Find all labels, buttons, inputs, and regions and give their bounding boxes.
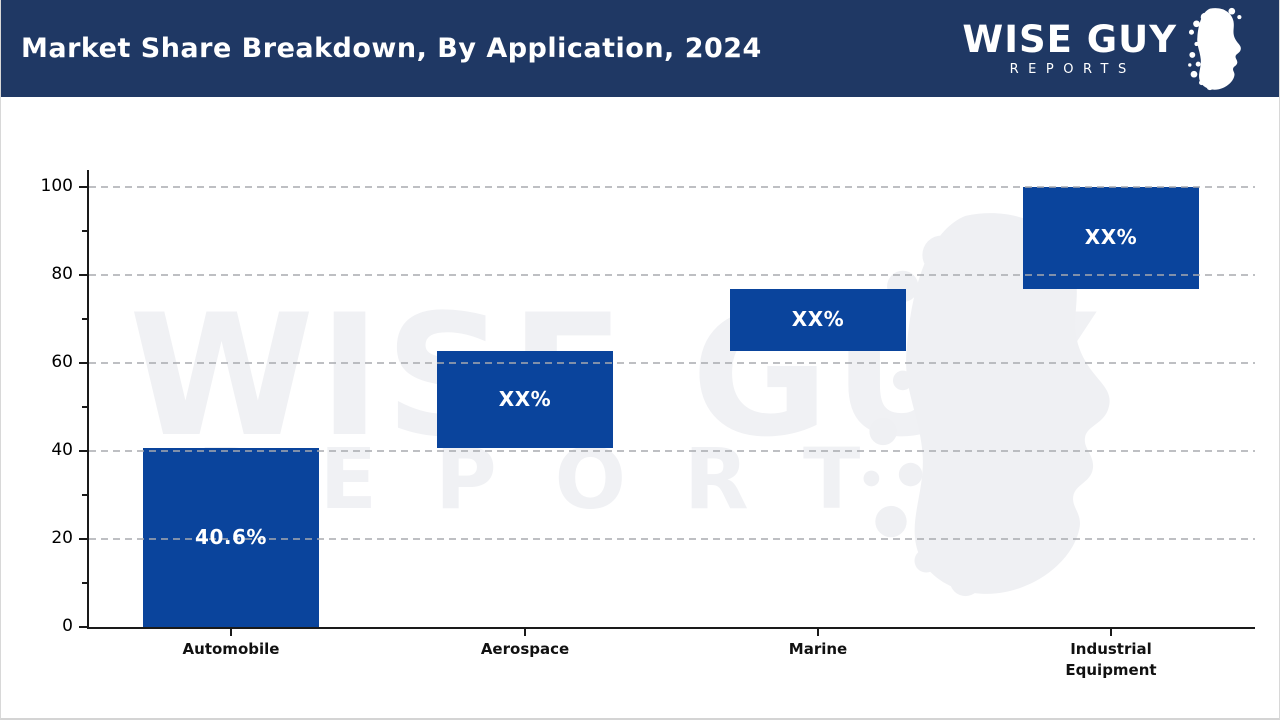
y-axis-minor-tick	[82, 230, 87, 232]
y-axis-tick-label: 100	[40, 176, 73, 196]
y-axis-tick-label: 40	[51, 440, 73, 460]
x-axis-tick	[817, 629, 819, 636]
bar-segment	[1023, 187, 1199, 289]
watermark-face-icon	[863, 211, 1113, 597]
y-axis-minor-tick	[82, 318, 87, 320]
bar-value-label: 40.6%	[195, 524, 267, 549]
x-axis-category-label: Industrial Equipment	[1065, 640, 1157, 679]
x-axis-line	[87, 627, 1255, 629]
gridline	[89, 186, 1255, 188]
y-axis-tick-label: 60	[51, 352, 73, 372]
logo-face-icon	[1188, 7, 1242, 90]
y-axis-line	[87, 170, 89, 629]
page-title: Market Share Breakdown, By Application, …	[21, 33, 762, 64]
brand-name: WISE GUY	[962, 17, 1177, 61]
brand-logo: WISE GUY REPORTS	[962, 7, 1251, 91]
y-axis-tick-label: 20	[51, 528, 73, 548]
y-axis-minor-tick	[82, 406, 87, 408]
brand-subtitle: REPORTS	[1009, 61, 1136, 77]
bar-value-label: XX%	[791, 306, 845, 331]
bar-segment	[143, 448, 319, 627]
y-axis-minor-tick	[82, 494, 87, 496]
x-axis-category-label: Marine	[788, 640, 848, 658]
y-axis-tick	[79, 538, 87, 540]
gridline	[89, 450, 1255, 452]
x-axis-category-label: Aerospace	[480, 640, 570, 658]
x-axis-tick	[1110, 629, 1112, 636]
bar-value-label: XX%	[1084, 224, 1138, 249]
y-axis-tick	[79, 626, 87, 628]
y-axis-tick	[79, 274, 87, 276]
y-axis-tick	[79, 450, 87, 452]
gridline	[89, 362, 1255, 364]
x-axis-tick	[230, 629, 232, 636]
x-axis-tick	[524, 629, 526, 636]
y-axis-tick-label: 0	[62, 616, 73, 636]
bar-value-label: XX%	[498, 386, 552, 411]
y-axis-tick	[79, 186, 87, 188]
y-axis-minor-tick	[82, 582, 87, 584]
gridline	[89, 274, 1255, 276]
y-axis-tick	[79, 362, 87, 364]
gridline	[89, 538, 1255, 540]
bar-segment	[730, 288, 906, 351]
bar-segment	[437, 350, 613, 449]
brand-logo-text: WISE GUY REPORTS	[962, 21, 1177, 77]
header-bar: Market Share Breakdown, By Application, …	[1, 0, 1279, 97]
y-axis-tick-label: 80	[51, 264, 73, 284]
x-axis-category-label: Automobile	[182, 640, 280, 658]
